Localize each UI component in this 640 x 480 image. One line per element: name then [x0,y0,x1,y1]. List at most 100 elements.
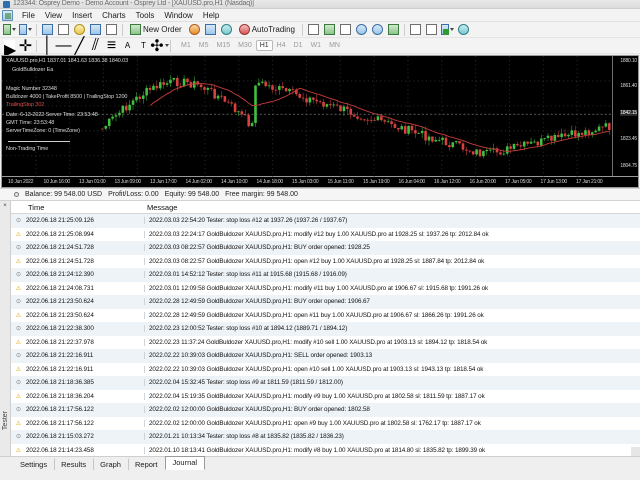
new-order-icon [130,24,141,35]
candlestick-chart-icon[interactable] [322,23,337,37]
journal-table[interactable]: Time Message ⊙ 2022.06.18 21:25:09.126 202… [11,201,640,456]
journal-row[interactable]: ⊙ 2022.06.18 21:22:16.911 2022.02.22 10:39… [11,349,640,363]
menu-item-view[interactable]: View [44,10,63,20]
horizontal-line-icon[interactable]: — [55,36,72,54]
info-icon: ⊙ [15,407,22,414]
market-watch-icon[interactable] [40,23,55,37]
info-icon: ⊙ [15,245,22,252]
info-icon: ⊙ [15,218,22,225]
menu-item-charts[interactable]: Charts [102,10,126,20]
journal-row[interactable]: ⚠ 2022.06.18 21:25:08.994 2022.03.03 22:24… [11,228,640,242]
journal-row[interactable]: ⊙ 2022.06.18 21:25:09.126 2022.03.03 22:54… [11,214,640,228]
chart-ea-name: GoldBulldozer Ea [12,67,54,73]
tab-graph[interactable]: Graph [93,458,128,470]
line-chart-icon[interactable] [338,23,353,37]
fibonacci-icon[interactable]: ≡ [106,36,117,54]
mql5-community-icon[interactable] [187,23,202,37]
timeframe-m5[interactable]: M5 [198,42,209,49]
menu-item-tools[interactable]: Tools [135,10,155,20]
timeframe-m30[interactable]: M30 [238,42,252,49]
timeframe-mn[interactable]: MN [329,42,340,49]
journal-cell-time: 2022.06.18 21:22:37.978 [26,338,94,346]
menu-item-help[interactable]: Help [202,10,220,20]
chart-overlay-date: Date: 6-13-2022 Server Time: 23:53:48 [6,112,98,118]
toolbar-divider [36,23,37,36]
journal-row[interactable]: ⊙ 2022.06.18 21:15:03.272 2022.01.21 10:13… [11,430,640,444]
timeframe-h1[interactable]: H1 [255,40,273,51]
zoom-out-icon[interactable] [370,23,385,37]
new-order-button[interactable]: New Order [126,23,186,37]
journal-cell-message: 2022.02.04 15:19:35 GoldBuldozer XAUUSD.… [144,392,640,400]
autotrading-button[interactable]: AutoTrading [235,23,299,37]
zoom-in-icon[interactable] [354,23,369,37]
tab-journal[interactable]: Journal [164,456,206,470]
equidistant-channel-icon[interactable]: ⫽ [91,36,100,54]
journal-row[interactable]: ⊙ 2022.06.18 21:23:50.624 2022.02.28 12:49… [11,295,640,309]
autotrading-label: AutoTrading [251,25,295,34]
timeframe-m15[interactable]: M15 [216,42,231,49]
chart-overlay-trailing: TrailingStop 302 [6,102,45,108]
period-icon[interactable] [456,23,471,37]
journal-cell-time: 2022.06.18 21:25:08.994 [26,230,94,238]
auto-scroll-icon[interactable] [424,23,439,37]
journal-row[interactable]: ⊙ 2022.06.18 21:24:51.728 2022.03.03 08:22… [11,241,640,255]
journal-cell-time: 2022.06.18 21:23:50.624 [26,311,94,319]
grid-icon[interactable] [386,23,401,37]
menu-item-insert[interactable]: Insert [72,10,93,20]
journal-row[interactable]: ⊙ 2022.06.18 21:18:36.385 2022.02.04 15:32… [11,376,640,390]
timeframe-m1[interactable]: M1 [181,42,191,49]
journal-row[interactable]: ⚠ 2022.06.18 21:24:08.731 2022.03.01 12:09… [11,282,640,296]
trendline-icon[interactable]: ╱ [74,37,85,55]
price-axis[interactable]: 1880.10 1861.40 1842.15 1823.45 1804.75 [612,56,638,176]
shapes-icon[interactable]: ✣ [150,38,169,55]
time-tick: 14 Jun 10:00 [221,179,248,185]
journal-row[interactable]: ⚠ 2022.06.18 21:24:51.728 2022.03.03 08:22… [11,255,640,269]
menu-item-window[interactable]: Window [164,10,193,20]
tab-settings[interactable]: Settings [20,460,48,469]
journal-column-time[interactable]: Time [28,202,45,212]
journal-cell-message: 2022.03.03 08:22:57 GoldBuldozer XAUUSD.… [144,244,640,252]
journal-header-row: Time Message [11,201,640,214]
journal-row[interactable]: ⚠ 2022.06.18 21:22:16.911 2022.02.22 10:39… [11,363,640,377]
data-window-icon[interactable] [72,23,87,37]
menu-item-file[interactable]: File [22,10,35,20]
text-label-icon[interactable]: T [141,41,146,50]
time-axis[interactable]: 10 Jun 2022 10 Jun 16:00 13 Jun 01:00 13 Ju… [1,177,639,188]
cursor-icon[interactable]: ▶ [4,40,17,59]
crosshair-icon[interactable]: ✛ [18,37,33,55]
journal-column-message[interactable]: Message [147,202,178,212]
bar-chart-icon[interactable] [306,23,321,37]
strategy-tester-icon[interactable] [104,23,119,37]
indicators-icon[interactable] [440,23,455,37]
journal-cell-message: 2022.02.28 12:49:59 GoldBuldozer XAUUSD.… [144,298,640,306]
warning-icon: ⚠ [15,312,22,319]
journal-cell-message: 2022.02.22 10:39:03 GoldBuldozer XAUUSD.… [144,352,640,360]
navigator-icon[interactable] [56,23,71,37]
tester-tab-strip: Settings Results Graph Report Journal [0,456,640,470]
terminal-icon[interactable] [88,23,103,37]
tab-results[interactable]: Results [54,458,93,470]
profiles-icon[interactable] [18,23,33,37]
vertical-line-icon[interactable]: │ [42,36,53,54]
journal-row[interactable]: ⊙ 2022.06.18 21:22:38.300 2022.02.23 12:00… [11,322,640,336]
timeframe-d1[interactable]: D1 [293,42,303,49]
price-chart[interactable]: XAUUSD.pro,H1 1837.01 1841.63 1836.38 18… [1,55,639,181]
tab-report[interactable]: Report [127,458,165,470]
chart-shift-icon[interactable] [408,23,423,37]
timeframe-w1[interactable]: W1 [310,42,322,49]
journal-row[interactable]: ⚠ 2022.06.18 21:14:23.458 2022.01.10 18:13… [11,444,640,457]
journal-row[interactable]: ⚠ 2022.06.18 21:22:37.978 2022.02.23 11:37… [11,336,640,350]
chart-overlay-magic: Magic Number 32348 [6,86,57,92]
journal-cell-message: 2022.03.01 14:52:12 Tester: stop loss #1… [144,271,640,279]
timeframe-h4[interactable]: H4 [276,42,286,49]
journal-row[interactable]: ⚠ 2022.06.18 21:18:36.204 2022.02.04 15:19… [11,390,640,404]
new-chart-icon[interactable] [2,23,17,37]
journal-row[interactable]: ⊙ 2022.06.18 21:17:56.122 2022.02.02 12:00… [11,403,640,417]
accounts-icon[interactable] [203,23,218,37]
journal-row[interactable]: ⊙ 2022.06.18 21:24:12.390 2022.03.01 14:52… [11,268,640,282]
text-icon[interactable]: A [124,41,131,50]
metaeditor-icon[interactable] [219,23,234,37]
journal-row[interactable]: ⚠ 2022.06.18 21:23:50.624 2022.02.28 12:49… [11,309,640,323]
journal-row[interactable]: ⚠ 2022.06.18 21:17:56.122 2022.02.02 12:00… [11,417,640,431]
close-icon[interactable]: × [3,203,7,209]
